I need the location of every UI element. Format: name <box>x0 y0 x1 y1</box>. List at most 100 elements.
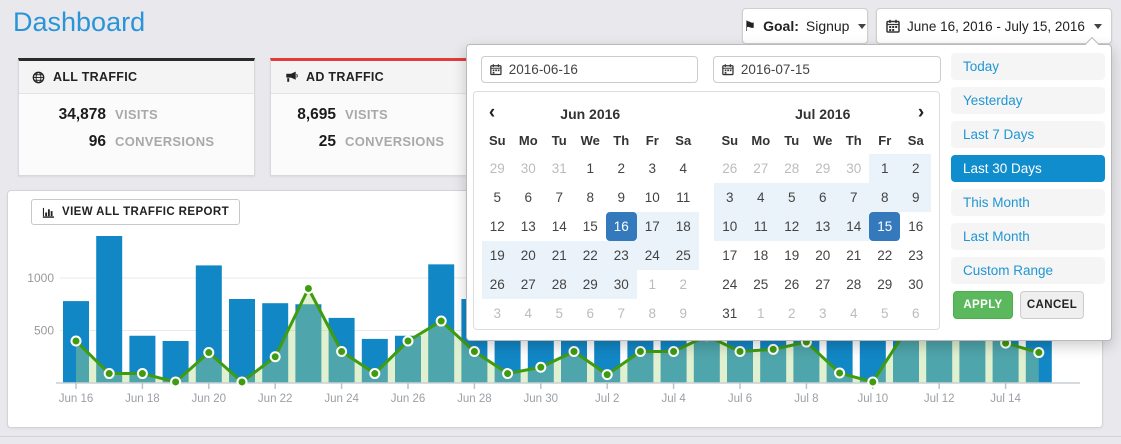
calendar-day[interactable]: 5 <box>555 306 563 321</box>
calendar-day[interactable]: 14 <box>551 219 567 234</box>
visits-bar[interactable] <box>229 299 255 383</box>
end-date-input[interactable] <box>740 62 932 77</box>
calendar-day[interactable]: 8 <box>648 306 656 321</box>
calendar-day[interactable]: 30 <box>846 161 862 176</box>
calendar-day[interactable]: 22 <box>877 248 893 263</box>
calendar-day[interactable]: 24 <box>722 277 738 292</box>
calendar-day[interactable]: 1 <box>756 306 765 321</box>
conversion-point[interactable] <box>236 376 248 388</box>
calendar-day[interactable]: 29 <box>574 270 606 299</box>
calendar-day[interactable]: 3 <box>714 183 746 212</box>
calendar-day[interactable]: 21 <box>543 241 575 270</box>
calendar-day[interactable]: 22 <box>574 241 606 270</box>
view-all-traffic-report-button[interactable]: VIEW ALL TRAFFIC REPORT <box>31 199 240 225</box>
calendar-day[interactable]: 5 <box>880 306 889 321</box>
calendar-day[interactable]: 7 <box>838 183 870 212</box>
calendar-day[interactable]: 28 <box>543 270 575 299</box>
calendar-day[interactable]: 2 <box>617 161 625 176</box>
preset-today[interactable]: Today <box>951 53 1105 80</box>
visits-bar[interactable] <box>96 236 123 383</box>
calendar-day[interactable]: 25 <box>667 241 699 270</box>
calendar-day[interactable]: 31 <box>722 306 738 321</box>
calendar-day[interactable]: 26 <box>722 161 738 176</box>
preset-this-month[interactable]: This Month <box>951 189 1105 216</box>
calendar-day[interactable]: 1 <box>869 154 901 183</box>
calendar-day[interactable]: 26 <box>481 270 513 299</box>
calendar-day[interactable]: 12 <box>489 219 505 234</box>
apply-button[interactable]: APPLY <box>953 291 1013 319</box>
calendar-day[interactable]: 9 <box>679 306 687 321</box>
conversion-point[interactable] <box>1033 347 1045 359</box>
preset-last-30-days[interactable]: Last 30 Days <box>951 155 1105 182</box>
conversion-point[interactable] <box>170 376 182 388</box>
visits-bar[interactable] <box>195 265 222 383</box>
next-month-icon[interactable]: › <box>917 102 925 123</box>
calendar-day[interactable]: 5 <box>776 183 808 212</box>
conversion-point[interactable] <box>535 361 547 373</box>
calendar-day[interactable]: 20 <box>815 248 831 263</box>
start-date-input[interactable] <box>508 62 689 77</box>
conversion-point[interactable] <box>369 368 381 380</box>
conversion-point[interactable] <box>269 351 281 363</box>
calendar-day[interactable]: 20 <box>512 241 544 270</box>
calendar-day[interactable]: 6 <box>911 306 920 321</box>
calendar-day[interactable]: 2 <box>900 154 932 183</box>
calendar-day[interactable]: 12 <box>776 212 808 241</box>
calendar-day-selected[interactable]: 15 <box>869 212 901 241</box>
calendar-day[interactable]: 11 <box>745 212 777 241</box>
calendar-day[interactable]: 29 <box>877 277 893 292</box>
calendar-day[interactable]: 8 <box>869 183 901 212</box>
calendar-day[interactable]: 17 <box>636 212 668 241</box>
calendar-day[interactable]: 27 <box>815 277 831 292</box>
calendar-day[interactable]: 17 <box>722 248 738 263</box>
calendar-day[interactable]: 15 <box>582 219 598 234</box>
prev-month-icon[interactable]: ‹ <box>488 102 496 123</box>
calendar-day[interactable]: 7 <box>555 190 563 205</box>
conversion-point[interactable] <box>668 346 680 357</box>
calendar-day[interactable]: 30 <box>605 270 637 299</box>
date-range-button[interactable]: June 16, 2016 - July 15, 2016 <box>876 8 1112 44</box>
calendar-day[interactable]: 10 <box>644 190 660 205</box>
conversion-point[interactable] <box>336 346 348 357</box>
conversion-point[interactable] <box>402 335 414 347</box>
calendar-day[interactable]: 29 <box>815 161 831 176</box>
conversion-point[interactable] <box>634 346 646 357</box>
calendar-day[interactable]: 5 <box>493 190 501 205</box>
calendar-day[interactable]: 6 <box>807 183 839 212</box>
calendar-day[interactable]: 19 <box>784 248 800 263</box>
conversion-point[interactable] <box>302 283 314 294</box>
calendar-day[interactable]: 2 <box>679 277 687 292</box>
calendar-day[interactable]: 8 <box>586 190 594 205</box>
calendar-day[interactable]: 13 <box>807 212 839 241</box>
calendar-day[interactable]: 25 <box>753 277 769 292</box>
calendar-day[interactable]: 4 <box>524 306 532 321</box>
calendar-day[interactable]: 18 <box>667 212 699 241</box>
calendar-day[interactable]: 23 <box>605 241 637 270</box>
calendar-day[interactable]: 31 <box>551 161 567 176</box>
conversion-point[interactable] <box>734 346 746 357</box>
conversion-point[interactable] <box>103 368 115 380</box>
calendar-day[interactable]: 24 <box>636 241 668 270</box>
calendar-day[interactable]: 7 <box>617 306 625 321</box>
calendar-day[interactable]: 18 <box>753 248 769 263</box>
calendar-day[interactable]: 6 <box>524 190 532 205</box>
goal-selector-button[interactable]: ⚑ Goal: Signup <box>742 8 868 44</box>
calendar-day[interactable]: 14 <box>838 212 870 241</box>
calendar-day-selected[interactable]: 16 <box>605 212 637 241</box>
preset-yesterday[interactable]: Yesterday <box>951 87 1105 114</box>
conversion-point[interactable] <box>468 346 480 357</box>
visits-bar[interactable] <box>295 304 322 383</box>
calendar-day[interactable]: 28 <box>784 161 800 176</box>
calendar-day[interactable]: 3 <box>818 306 827 321</box>
conversion-point[interactable] <box>834 367 846 379</box>
calendar-day[interactable]: 1 <box>648 277 656 292</box>
calendar-day[interactable]: 4 <box>745 183 777 212</box>
preset-last-month[interactable]: Last Month <box>951 223 1105 250</box>
calendar-day[interactable]: 28 <box>846 277 862 292</box>
calendar-day[interactable]: 9 <box>617 190 625 205</box>
conversion-point[interactable] <box>867 376 879 388</box>
calendar-day[interactable]: 26 <box>784 277 800 292</box>
calendar-day[interactable]: 19 <box>481 241 513 270</box>
conversion-point[interactable] <box>568 346 580 357</box>
calendar-day[interactable]: 29 <box>489 161 505 176</box>
